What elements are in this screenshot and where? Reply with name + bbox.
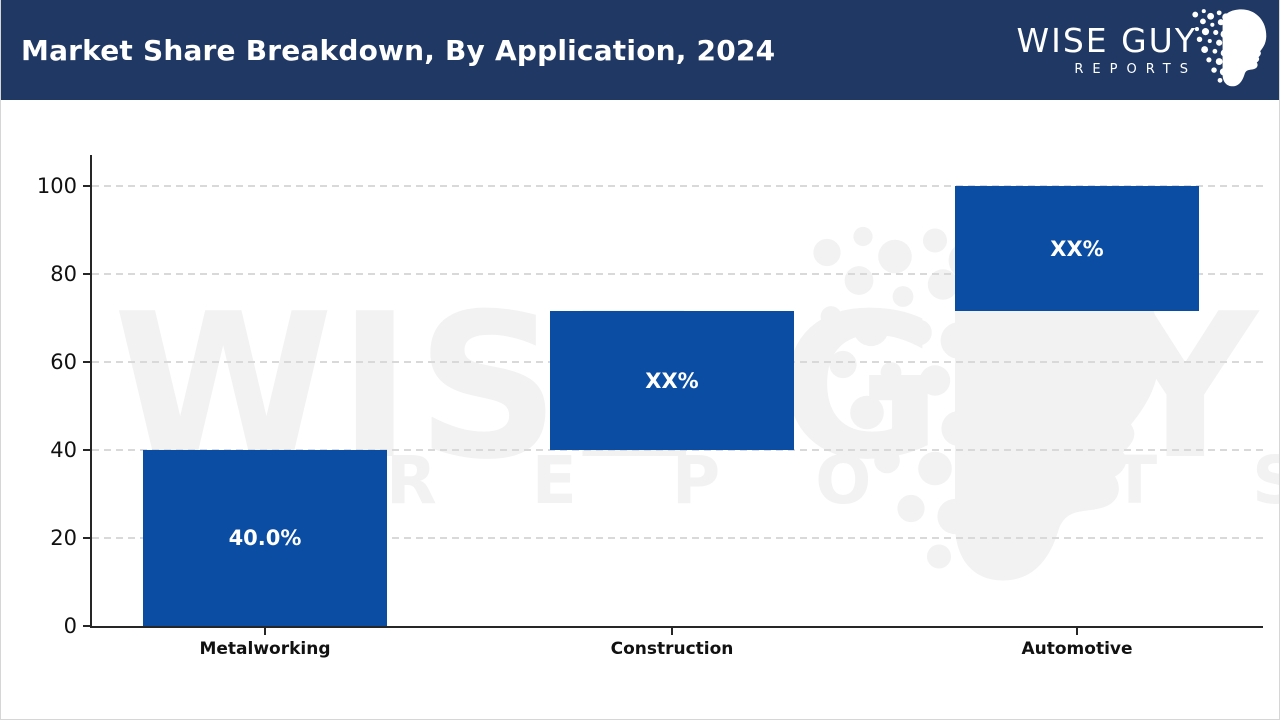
- y-tick-40: [83, 449, 90, 451]
- y-tick-20: [83, 537, 90, 539]
- gridline-40: [92, 449, 1263, 451]
- page-title: Market Share Breakdown, By Application, …: [21, 33, 776, 67]
- x-axis-label-automotive: Automotive: [1021, 639, 1133, 659]
- y-tick-label-0: 0: [63, 614, 77, 638]
- x-tick-2: [1076, 628, 1078, 635]
- y-tick-60: [83, 361, 90, 363]
- x-axis-line: [90, 626, 1263, 628]
- y-tick-label-80: 80: [50, 262, 77, 286]
- bar-value-label-automotive: XX%: [1050, 236, 1104, 261]
- header: Market Share Breakdown, By Application, …: [1, 0, 1279, 100]
- x-axis-label-metalworking: Metalworking: [199, 639, 331, 659]
- y-axis-line: [90, 155, 92, 628]
- bar-value-label-construction: XX%: [645, 368, 699, 393]
- x-tick-1: [671, 628, 673, 635]
- y-tick-100: [83, 185, 90, 187]
- y-tick-label-40: 40: [50, 438, 77, 462]
- gridline-80: [92, 273, 1263, 275]
- y-tick-80: [83, 273, 90, 275]
- y-tick-label-60: 60: [50, 350, 77, 374]
- x-axis-label-construction: Construction: [610, 639, 734, 659]
- brand-logo-line1: WISE GUY: [1016, 21, 1197, 60]
- y-tick-label-100: 100: [36, 174, 77, 198]
- gridline-20: [92, 537, 1263, 539]
- bar-value-label-metalworking: 40.0%: [228, 526, 302, 550]
- brand-logo: WISE GUY REPORTS: [1016, 6, 1279, 94]
- bar-automotive: XX%: [955, 186, 1199, 312]
- bar-metalworking: 40.0%: [143, 450, 387, 626]
- x-tick-0: [264, 628, 266, 635]
- bar-construction: XX%: [550, 311, 794, 450]
- y-tick-label-20: 20: [50, 526, 77, 550]
- brand-logo-line2: REPORTS: [1074, 62, 1197, 77]
- gridline-100: [92, 185, 1263, 187]
- brand-logo-text: WISE GUY REPORTS: [1016, 24, 1197, 76]
- y-tick-0: [83, 625, 90, 627]
- brand-logo-face-icon: [1192, 9, 1267, 87]
